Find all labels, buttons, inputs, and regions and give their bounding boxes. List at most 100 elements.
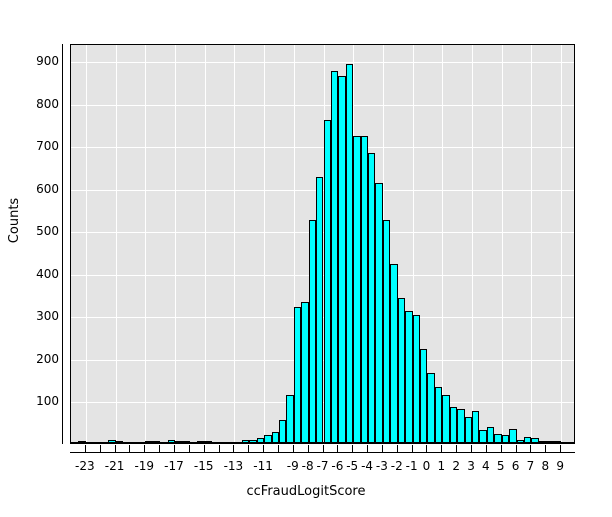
histogram-bar [464,417,473,443]
x-axis-tick [84,445,86,453]
histogram-bar [397,298,406,443]
x-axis-tick [292,445,294,453]
grid-line-horizontal [71,104,574,106]
x-axis-tick-label: 7 [526,459,535,473]
y-axis-line [62,44,63,444]
grid-line-vertical [264,45,266,443]
x-axis-tick-label: 2 [452,459,460,473]
y-axis-ticks: 100 200 300 400 500 600 700 800 900 [0,0,70,517]
x-axis-tick [248,445,250,453]
x-axis-tick [352,445,354,453]
histogram-bar [308,219,317,443]
histogram-bar [390,264,398,443]
histogram-bar [360,135,369,443]
grid-line-vertical [115,45,117,443]
x-axis-tick-label: -1 [405,459,418,473]
x-axis-tick [367,445,369,453]
x-axis-tick [441,445,443,453]
x-axis-tick [144,445,146,453]
grid-line-vertical [561,45,563,443]
x-axis-tick [173,445,175,453]
grid-line-vertical [145,45,147,443]
y-axis-tick-label: 800 [36,96,59,111]
x-axis-tick-label: -6 [331,459,344,473]
y-axis-tick-label: 300 [36,309,59,324]
x-axis-tick-label: -2 [390,459,403,473]
x-axis-tick [114,445,116,453]
x-axis-tick-label: 5 [496,459,505,473]
grid-line-horizontal [71,62,574,64]
x-axis-tick [263,445,265,453]
y-axis-tick-label: 100 [36,394,59,409]
x-axis-tick [99,445,101,453]
x-axis-tick-label: 6 [511,459,520,473]
x-axis-tick-label: -5 [346,459,359,473]
histogram-bar [345,64,354,443]
x-axis-tick-label: -15 [193,459,214,473]
histogram-bar [382,219,391,443]
histogram-bar [286,395,294,443]
grid-line-vertical [293,45,295,443]
x-axis-title: ccFraudLogitScore [0,484,612,499]
x-axis-tick-label: -7 [316,459,329,473]
x-axis-tick [426,445,428,453]
x-axis-tick [188,445,190,453]
histogram-bar [472,411,480,443]
baseline [71,442,574,443]
histogram-bar [353,135,361,443]
x-axis-tick-label: -3 [375,459,388,473]
grid-line-horizontal [71,147,574,149]
plot-area [70,44,575,444]
histogram-bar [301,301,309,443]
x-axis-tick-label: 0 [422,459,431,473]
x-axis-tick-label: -9 [286,459,299,473]
histogram-bar [316,177,324,443]
x-axis-tick [485,445,487,453]
x-axis-tick [159,445,161,453]
x-axis-tick-label: -19 [134,459,155,473]
histogram-bar [420,348,428,443]
histogram-bar [509,429,517,443]
histogram-bar [330,70,339,443]
histogram-bar [293,306,302,443]
x-axis-tick [456,445,458,453]
bars-layer [71,45,574,443]
histogram-bar [338,76,346,443]
histogram-bar [434,386,443,443]
y-axis-tick-label: 900 [36,54,59,69]
x-axis-tick [530,445,532,453]
histogram-bar [278,419,287,443]
grid-line-vertical [234,45,236,443]
grid-line-vertical [204,45,206,443]
y-axis-tick-label: 700 [36,139,59,154]
x-axis-tick [307,445,309,453]
histogram-bar [442,395,450,443]
x-axis-tick-label: -17 [164,459,184,473]
x-axis-tick-label: -8 [301,459,314,473]
x-axis-tick-label: -4 [361,459,374,473]
x-axis-tick-label: 8 [541,459,550,473]
x-axis-tick-label: -13 [223,459,244,473]
x-axis-tick [277,445,279,453]
histogram-bar [449,406,458,443]
x-axis-tick [203,445,205,453]
y-axis-tick-label: 500 [36,224,59,239]
y-axis-tick-label: 400 [36,266,59,281]
x-axis-tick-label: -21 [104,459,125,473]
x-axis-tick [218,445,220,453]
grid-line-vertical [472,45,474,443]
x-axis-tick-label: 9 [556,459,564,473]
histogram-bar [457,408,465,443]
x-axis-tick [411,445,413,453]
grid-line-vertical [501,45,503,443]
x-axis-tick-label: 1 [437,459,446,473]
x-axis-tick [129,445,131,453]
y-axis-tick-label: 200 [36,351,59,366]
x-axis-tick [515,445,517,453]
histogram-bar [486,427,495,443]
x-axis-tick [471,445,473,453]
histogram-bar [412,315,421,443]
histogram-bar [368,152,376,443]
